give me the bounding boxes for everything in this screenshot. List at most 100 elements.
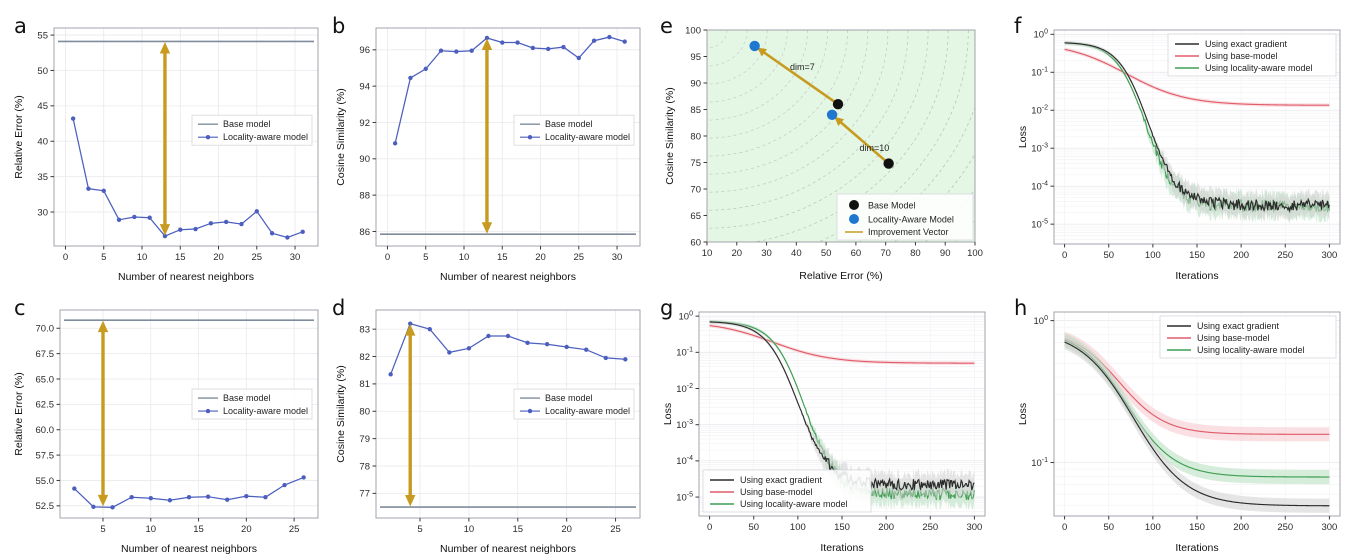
legend-label-2: Using locality-aware model [1205, 63, 1313, 73]
y-tick-label: 94 [359, 81, 370, 92]
improvement-arrow [97, 320, 109, 507]
locality-aware-point [826, 109, 838, 121]
panel-letter-h: h [1014, 296, 1028, 320]
x-axis-title: Relative Error (%) [799, 270, 882, 282]
x-tick-label: 60 [851, 248, 862, 259]
legend-label-0: Using exact gradient [1197, 321, 1280, 331]
x-tick-label: 15 [497, 252, 508, 263]
y-tick-label: 67.5 [36, 349, 55, 360]
x-tick-label: 5 [423, 252, 428, 263]
x-tick-label: 150 [1189, 250, 1205, 261]
data-point [167, 498, 173, 503]
y-axis-title: Loss [662, 403, 674, 425]
x-tick-label: 15 [193, 524, 204, 535]
panel-letter-a: a [14, 14, 27, 38]
x-tick-label: 50 [1103, 522, 1114, 533]
data-point [72, 486, 77, 491]
data-point [101, 188, 106, 193]
data-point [208, 221, 214, 226]
y-tick-label: 95 [690, 52, 701, 63]
legend-label-base-model: Base Model [868, 201, 916, 211]
x-tick-label: 5 [100, 524, 105, 535]
locality-aware-point [749, 40, 760, 52]
y-tick-label: 45 [37, 101, 48, 112]
data-point [186, 495, 192, 500]
data-point [408, 75, 413, 81]
y-tick-label: 80 [690, 131, 701, 142]
y-tick-label: 10-3 [1031, 143, 1048, 155]
y-tick-label: 78 [359, 461, 370, 472]
data-point [427, 326, 432, 332]
data-point [454, 49, 459, 54]
legend: Base model Locality-aware model [191, 114, 313, 146]
data-point [129, 495, 134, 500]
x-tick-label: 250 [922, 522, 938, 533]
x-tick-label: 20 [731, 248, 742, 259]
panel-letter-c: c [14, 296, 26, 320]
x-axis-title: Number of nearest neighbors [118, 271, 254, 283]
data-point [447, 350, 452, 355]
y-tick-label: 30 [37, 207, 48, 218]
x-tick-label: 80 [910, 248, 921, 259]
data-point [148, 496, 153, 501]
y-tick-label: 70 [690, 184, 701, 195]
x-tick-label: 70 [880, 248, 891, 259]
data-point [285, 235, 290, 240]
panel-f: 0 50 100 150 200 250 300 100 10-1 10-2 10-3 10-4 10-… [1010, 18, 1350, 286]
panel-letter-b: b [332, 14, 346, 38]
y-tick-label: 77 [359, 489, 370, 500]
x-tick-label: 100 [1145, 250, 1161, 261]
y-tick-label: 65.0 [36, 374, 55, 385]
improvement-arrow [405, 324, 416, 507]
legend-label-locality-aware: Locality-aware model [223, 406, 308, 416]
base-model-point [883, 158, 894, 169]
series-1 [1064, 338, 1330, 435]
data-point [263, 495, 268, 500]
x-tick-label: 5 [101, 252, 106, 263]
data-point [110, 505, 115, 510]
data-point [545, 46, 551, 52]
x-tick-label: 200 [1233, 250, 1249, 261]
x-tick-label: 10 [459, 252, 470, 263]
y-tick-label: 55 [37, 30, 48, 41]
y-tick-label: 10-5 [676, 491, 693, 503]
x-tick-label: 50 [748, 522, 759, 533]
y-axis-title: Cosine Similarity (%) [335, 88, 347, 185]
panel-b-chart: 0 5 10 15 20 25 30 86 88 90 92 94 96 Number of neares… [335, 27, 641, 283]
x-axis-title: Number of nearest neighbors [121, 543, 257, 555]
x-tick-label: 40 [791, 248, 802, 259]
base-model-point [832, 99, 844, 110]
x-tick-label: 90 [940, 248, 951, 259]
y-tick-label: 35 [37, 172, 48, 183]
x-tick-label: 200 [1233, 522, 1249, 533]
data-point [301, 475, 306, 480]
y-tick-label: 55.0 [36, 476, 55, 487]
y-tick-label: 75 [690, 158, 701, 169]
legend-label-2: Using locality-aware model [740, 499, 848, 509]
data-point [205, 494, 211, 499]
confidence-band [1064, 334, 1330, 513]
legend-label-base-model: Base model [545, 119, 593, 129]
data-point [469, 48, 474, 53]
x-tick-label: 25 [573, 252, 584, 263]
x-tick-label: 50 [1103, 250, 1114, 261]
locality-aware-series [72, 118, 303, 239]
data-point [178, 227, 183, 232]
data-point [193, 226, 198, 232]
x-axis-title: Number of nearest neighbors [440, 271, 576, 283]
y-tick-label: 80 [359, 407, 370, 418]
x-axis-title: Iterations [820, 542, 863, 554]
x-tick-label: 5 [417, 524, 422, 535]
x-tick-label: 300 [1321, 250, 1337, 261]
x-tick-label: 50 [821, 248, 832, 259]
panel-h: 0 50 100 150 200 250 300 100 10-1 Iterations Loss U… [1010, 300, 1350, 558]
x-tick-label: 30 [761, 248, 772, 259]
data-point [86, 186, 91, 191]
data-point [70, 116, 76, 121]
legend: Base model Locality-aware model [513, 114, 635, 146]
legend-label-1: Using base-model [1205, 51, 1278, 61]
legend-label-base-model: Base model [223, 393, 271, 403]
y-axis-title: Loss [1017, 126, 1029, 148]
panel-f-chart: 0 50 100 150 200 250 300 100 10-1 10-2 10-3 10-4 10-… [1017, 29, 1341, 282]
y-tick-label: 81 [359, 379, 370, 390]
